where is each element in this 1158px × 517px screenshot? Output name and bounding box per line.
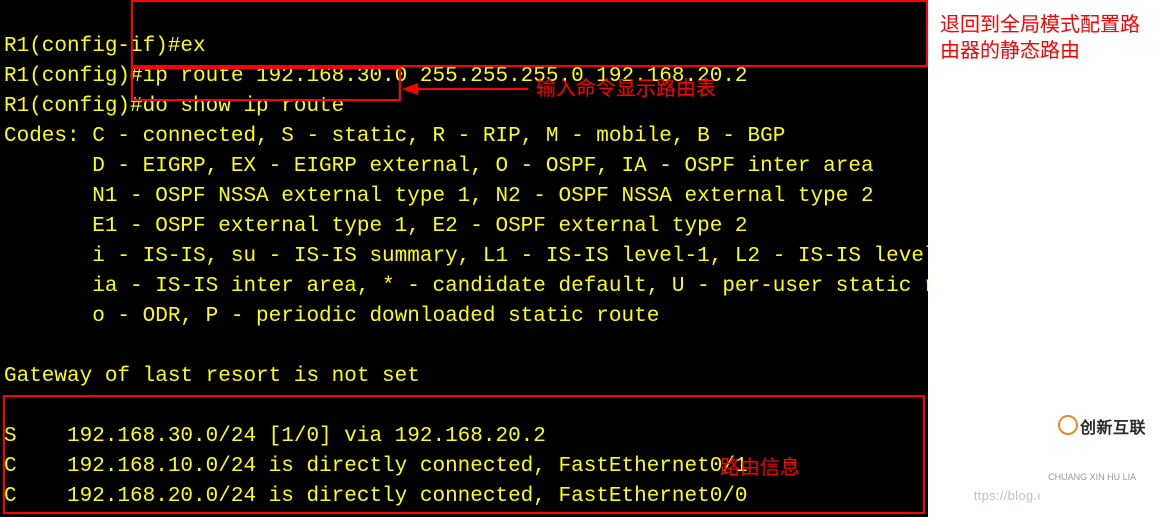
term-line: ia - IS-IS inter area, * - candidate def… xyxy=(4,275,928,298)
term-line: R1(config)#do show ip route xyxy=(4,95,344,118)
annotation-route-info: 路由信息 xyxy=(720,455,800,481)
term-line: Codes: C - connected, S - static, R - RI… xyxy=(4,125,785,148)
term-line: i - IS-IS, su - IS-IS summary, L1 - IS-I… xyxy=(4,245,928,268)
term-line: S 192.168.30.0/24 [1/0] via 192.168.20.2 xyxy=(4,425,546,448)
arrow-head-icon xyxy=(402,83,418,95)
annotation-return-global: 退回到全局模式配置路由器的静态路由 xyxy=(940,12,1150,64)
annotation-show-table: 输入命令显示路由表 xyxy=(536,76,716,102)
term-line: N1 - OSPF NSSA external type 1, N2 - OSP… xyxy=(4,185,874,208)
term-line: C 192.168.20.0/24 is directly connected,… xyxy=(4,485,748,508)
term-line: o - ODR, P - periodic downloaded static … xyxy=(4,305,659,328)
logo-text: 创新互联 xyxy=(1080,420,1146,437)
logo-subtext: CHUANG XIN HU LIA xyxy=(1048,473,1146,481)
logo-badge: 创新互联 CHUANG XIN HU LIA xyxy=(1040,380,1154,515)
term-line: C 192.168.10.0/24 is directly connected,… xyxy=(4,455,748,478)
term-line: Gateway of last resort is not set xyxy=(4,365,420,388)
terminal-output: R1(config-if)#ex R1(config)#ip route 192… xyxy=(0,0,928,517)
term-line: D - EIGRP, EX - EIGRP external, O - OSPF… xyxy=(4,155,874,178)
term-line: R1(config-if)#ex xyxy=(4,35,206,58)
arrow-line xyxy=(418,88,528,90)
logo-ring-icon xyxy=(1058,415,1078,435)
term-line: E1 - OSPF external type 1, E2 - OSPF ext… xyxy=(4,215,748,238)
